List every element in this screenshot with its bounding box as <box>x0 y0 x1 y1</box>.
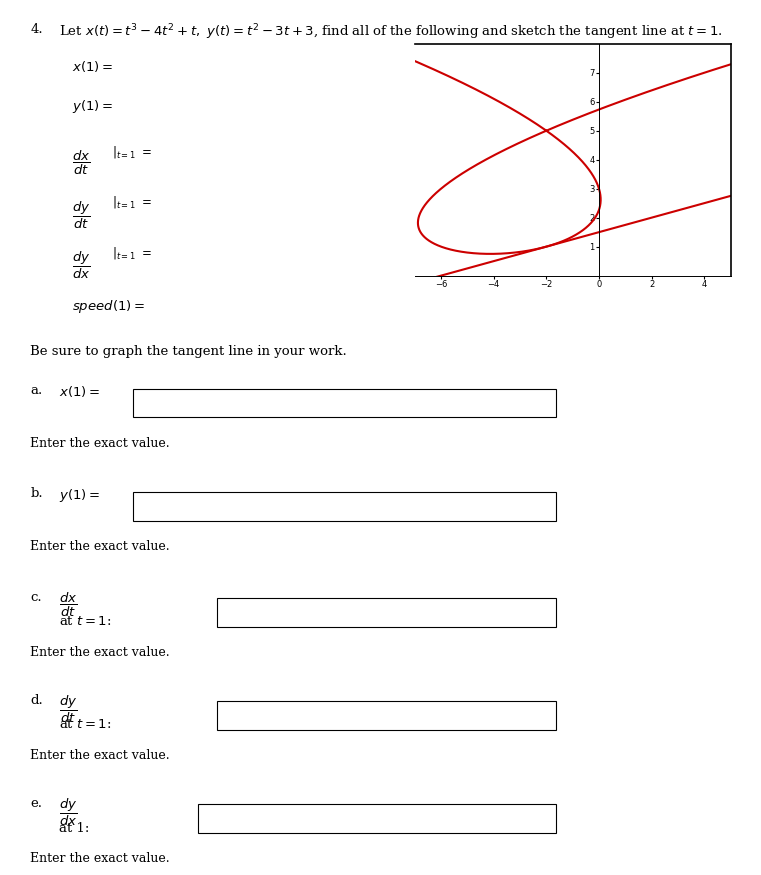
Text: Enter the exact value.: Enter the exact value. <box>30 852 170 865</box>
Text: $|_{t=1}\ =$: $|_{t=1}\ =$ <box>112 245 151 261</box>
Text: $\dfrac{dy}{dx}$: $\dfrac{dy}{dx}$ <box>59 797 78 829</box>
Text: $\dfrac{dy}{dt}$: $\dfrac{dy}{dt}$ <box>59 694 78 725</box>
Text: Enter the exact value.: Enter the exact value. <box>30 646 170 659</box>
Text: 4.: 4. <box>30 23 43 36</box>
Text: Be sure to graph the tangent line in your work.: Be sure to graph the tangent line in you… <box>30 345 347 358</box>
Text: Let $x(t) = t^3 - 4t^2 + t,\ y(t) = t^2 - 3t + 3$, find all of the following and: Let $x(t) = t^3 - 4t^2 + t,\ y(t) = t^2 … <box>59 23 723 42</box>
Text: $y(1) =$: $y(1) =$ <box>59 487 100 504</box>
Text: $x(1) =$: $x(1) =$ <box>59 384 100 399</box>
Text: $\dfrac{dy}{dt}$: $\dfrac{dy}{dt}$ <box>72 200 91 231</box>
Text: $|_{t=1}\ =$: $|_{t=1}\ =$ <box>112 194 151 210</box>
Text: Enter the exact value.: Enter the exact value. <box>30 540 170 553</box>
Text: at 1:: at 1: <box>59 822 90 835</box>
Text: $|_{t=1}\ =$: $|_{t=1}\ =$ <box>112 144 151 159</box>
Text: a.: a. <box>30 384 43 397</box>
Text: d.: d. <box>30 694 43 707</box>
Text: e.: e. <box>30 797 43 810</box>
Text: at $t = 1$:: at $t = 1$: <box>59 615 112 628</box>
Text: Enter the exact value.: Enter the exact value. <box>30 749 170 762</box>
Text: $\dfrac{dy}{dx}$: $\dfrac{dy}{dx}$ <box>72 250 91 282</box>
Text: c.: c. <box>30 591 42 604</box>
Text: $y(1) =$: $y(1) =$ <box>72 98 113 115</box>
Text: Enter the exact value.: Enter the exact value. <box>30 437 170 450</box>
Text: $\dfrac{dx}{dt}$: $\dfrac{dx}{dt}$ <box>59 591 78 619</box>
Text: $speed(1) =$: $speed(1) =$ <box>72 298 145 314</box>
Text: $x(1) =$: $x(1) =$ <box>72 60 113 74</box>
Text: at $t = 1$:: at $t = 1$: <box>59 718 112 732</box>
Text: b.: b. <box>30 487 43 500</box>
Text: $\dfrac{dx}{dt}$: $\dfrac{dx}{dt}$ <box>72 149 91 177</box>
